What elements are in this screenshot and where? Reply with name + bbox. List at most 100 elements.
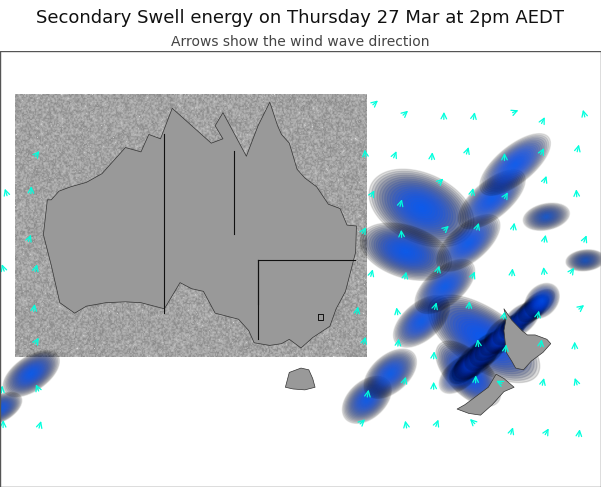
Polygon shape: [512, 304, 539, 327]
Polygon shape: [475, 332, 492, 345]
Polygon shape: [419, 206, 424, 210]
Polygon shape: [457, 351, 486, 377]
Polygon shape: [528, 308, 534, 313]
Polygon shape: [576, 256, 594, 265]
Polygon shape: [458, 361, 474, 376]
Polygon shape: [450, 364, 471, 384]
Polygon shape: [481, 343, 494, 356]
Polygon shape: [400, 192, 442, 224]
Polygon shape: [465, 371, 472, 377]
Polygon shape: [428, 295, 540, 383]
Polygon shape: [500, 321, 519, 338]
Polygon shape: [431, 297, 537, 380]
Polygon shape: [493, 315, 526, 345]
Polygon shape: [513, 323, 517, 327]
Polygon shape: [476, 338, 499, 360]
Polygon shape: [0, 398, 14, 419]
Polygon shape: [442, 284, 448, 289]
Polygon shape: [494, 336, 503, 344]
Polygon shape: [538, 212, 555, 222]
Polygon shape: [540, 298, 545, 303]
Polygon shape: [457, 341, 497, 377]
Polygon shape: [0, 395, 17, 422]
Polygon shape: [493, 316, 525, 344]
Polygon shape: [437, 215, 500, 271]
Polygon shape: [463, 239, 473, 247]
Polygon shape: [385, 239, 426, 264]
Polygon shape: [465, 367, 468, 370]
Polygon shape: [0, 405, 4, 412]
Polygon shape: [452, 347, 490, 381]
Polygon shape: [568, 251, 601, 270]
Polygon shape: [512, 322, 518, 328]
Polygon shape: [453, 367, 468, 380]
Polygon shape: [466, 339, 499, 370]
Polygon shape: [470, 353, 484, 365]
Polygon shape: [345, 379, 389, 421]
Polygon shape: [543, 215, 550, 219]
Polygon shape: [451, 227, 486, 259]
Polygon shape: [441, 356, 480, 392]
Polygon shape: [566, 250, 601, 271]
Polygon shape: [367, 227, 445, 276]
Polygon shape: [0, 408, 1, 410]
Polygon shape: [519, 290, 554, 321]
Polygon shape: [432, 274, 459, 299]
Polygon shape: [510, 320, 520, 330]
Polygon shape: [0, 393, 20, 424]
Polygon shape: [480, 333, 506, 356]
Polygon shape: [457, 371, 464, 376]
Polygon shape: [535, 305, 537, 306]
Polygon shape: [470, 180, 513, 219]
Polygon shape: [344, 377, 390, 422]
Polygon shape: [407, 308, 436, 334]
Polygon shape: [519, 319, 521, 321]
Polygon shape: [508, 328, 511, 332]
Polygon shape: [14, 360, 48, 388]
Polygon shape: [382, 366, 398, 381]
Polygon shape: [579, 257, 592, 264]
Polygon shape: [455, 359, 477, 379]
Polygon shape: [406, 307, 437, 336]
Polygon shape: [367, 352, 414, 396]
Polygon shape: [487, 140, 543, 189]
Polygon shape: [492, 145, 538, 185]
Polygon shape: [472, 344, 493, 364]
Polygon shape: [532, 291, 552, 311]
Polygon shape: [511, 312, 529, 328]
Polygon shape: [477, 349, 487, 359]
Polygon shape: [474, 183, 510, 216]
Polygon shape: [502, 303, 538, 337]
Polygon shape: [379, 177, 463, 239]
Polygon shape: [463, 174, 520, 225]
Polygon shape: [516, 297, 546, 324]
Polygon shape: [535, 210, 558, 224]
Polygon shape: [475, 337, 500, 361]
Polygon shape: [17, 362, 45, 385]
Polygon shape: [508, 329, 510, 331]
Polygon shape: [404, 306, 438, 337]
Polygon shape: [498, 329, 510, 340]
Polygon shape: [487, 195, 497, 204]
Polygon shape: [417, 318, 426, 325]
Polygon shape: [576, 255, 595, 265]
Polygon shape: [462, 321, 506, 356]
Polygon shape: [489, 341, 497, 348]
Polygon shape: [412, 312, 432, 330]
Polygon shape: [365, 350, 415, 397]
Polygon shape: [380, 364, 401, 384]
Polygon shape: [533, 302, 540, 309]
Bar: [0, 51, 601, 487]
Polygon shape: [477, 186, 507, 213]
Polygon shape: [520, 301, 542, 320]
Polygon shape: [499, 150, 531, 178]
Polygon shape: [478, 335, 489, 343]
Polygon shape: [514, 306, 537, 325]
Polygon shape: [520, 291, 553, 320]
Polygon shape: [467, 350, 487, 368]
Polygon shape: [472, 335, 503, 364]
Polygon shape: [508, 301, 543, 330]
Polygon shape: [408, 198, 435, 218]
Polygon shape: [468, 179, 515, 220]
Polygon shape: [513, 163, 517, 166]
